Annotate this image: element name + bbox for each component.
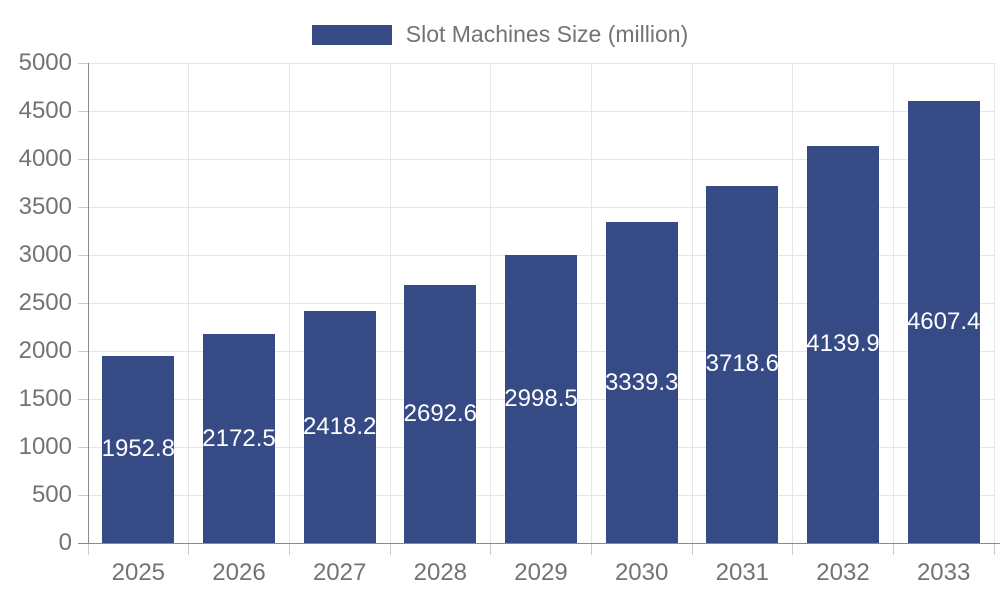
x-axis-tick	[389, 543, 391, 555]
x-axis-category-label: 2033	[916, 559, 971, 586]
bar-value-label: 4607.4	[906, 307, 981, 335]
x-axis-line	[78, 542, 1000, 544]
bar-2030[interactable]: 3339.3	[604, 222, 679, 543]
bar-2027[interactable]: 2418.2	[302, 310, 377, 543]
y-axis-tick-label: 1000	[18, 433, 72, 460]
bar-2025[interactable]: 1952.8	[101, 355, 176, 543]
bar-2032[interactable]: 4139.9	[806, 145, 880, 543]
bar-value-label: 3718.6	[705, 350, 780, 378]
x-axis-category-label: 2031	[715, 559, 770, 586]
gridline-horizontal	[88, 62, 994, 64]
gridline-vertical	[490, 63, 492, 543]
x-axis-category-label: 2026	[212, 559, 266, 586]
y-axis-tick	[78, 206, 88, 208]
y-axis-tick-label: 0	[58, 529, 72, 556]
y-axis-tick	[78, 62, 88, 64]
gridline-horizontal	[88, 206, 994, 208]
gridline-horizontal	[88, 158, 994, 160]
x-axis-tick	[590, 543, 592, 555]
y-axis-tick-label: 5000	[18, 49, 72, 76]
gridline-vertical	[590, 63, 592, 543]
bar-value-label: 4139.9	[806, 330, 880, 358]
gridline-vertical	[389, 63, 391, 543]
bar-value-label: 2998.5	[504, 385, 578, 413]
y-axis-tick-label: 4000	[18, 145, 72, 172]
gridline-horizontal	[88, 110, 994, 112]
plot-area: 0 500 1000 1500 2000 2500 3000 3500 4000 4500 5000…	[19, 50, 1000, 586]
y-axis-tick-label: 3000	[18, 241, 72, 268]
y-axis-tick-label: 500	[31, 481, 72, 508]
gridline-vertical	[892, 63, 894, 543]
y-axis-tick-label: 2000	[18, 337, 72, 364]
gridline-vertical	[792, 63, 794, 543]
bar-value-label: 2172.5	[202, 424, 276, 452]
gridline-vertical	[288, 63, 290, 543]
legend[interactable]: Slot Machines Size (million)	[0, 21, 1000, 48]
x-axis-category-label: 2028	[413, 559, 468, 586]
x-axis-tick	[691, 543, 693, 555]
gridline-vertical	[691, 63, 693, 543]
x-axis-tick	[87, 543, 89, 555]
x-axis-tick	[188, 543, 190, 555]
x-axis-tick	[792, 543, 794, 555]
x-axis-category-label: 2029	[514, 559, 568, 586]
x-axis-tick	[490, 543, 492, 555]
x-axis-category-label: 2025	[111, 559, 166, 586]
x-axis-category-label: 2030	[614, 559, 669, 586]
bar-2026[interactable]: 2172.5	[202, 334, 276, 543]
y-axis-tick-label: 4500	[18, 97, 72, 124]
bar-2029[interactable]: 2998.5	[504, 255, 578, 543]
y-axis-tick	[78, 254, 88, 256]
y-axis-tick	[78, 494, 88, 496]
legend-swatch	[311, 24, 392, 45]
y-axis-tick	[78, 350, 88, 352]
y-axis-tick-label: 3500	[18, 193, 72, 220]
gridline-vertical	[993, 63, 995, 543]
y-axis-tick	[78, 302, 88, 304]
y-axis-tick-label: 1500	[18, 385, 72, 412]
bar-2031[interactable]: 3718.6	[705, 186, 780, 543]
x-axis-category-label: 2027	[312, 559, 367, 586]
bar-value-label: 2418.2	[302, 412, 377, 440]
y-axis-tick	[78, 110, 88, 112]
y-axis-line	[87, 63, 89, 543]
y-axis-tick	[78, 398, 88, 400]
gridline-vertical	[188, 63, 190, 543]
legend-label: Slot Machines Size (million)	[405, 21, 689, 47]
y-axis-tick	[78, 158, 88, 160]
bar-value-label: 3339.3	[604, 368, 679, 396]
gridline-horizontal	[88, 254, 994, 256]
bar-value-label: 1952.8	[101, 435, 176, 463]
bar-2033[interactable]: 4607.4	[906, 100, 981, 543]
y-axis-tick	[78, 446, 88, 448]
x-axis-tick	[892, 543, 894, 555]
bar-2028[interactable]: 2692.6	[403, 284, 478, 543]
x-axis-tick	[288, 543, 290, 555]
y-axis-tick-label: 2500	[18, 289, 72, 316]
bar-value-label: 2692.6	[403, 399, 478, 427]
x-axis-tick	[993, 543, 995, 555]
x-axis-category-label: 2032	[816, 559, 870, 586]
